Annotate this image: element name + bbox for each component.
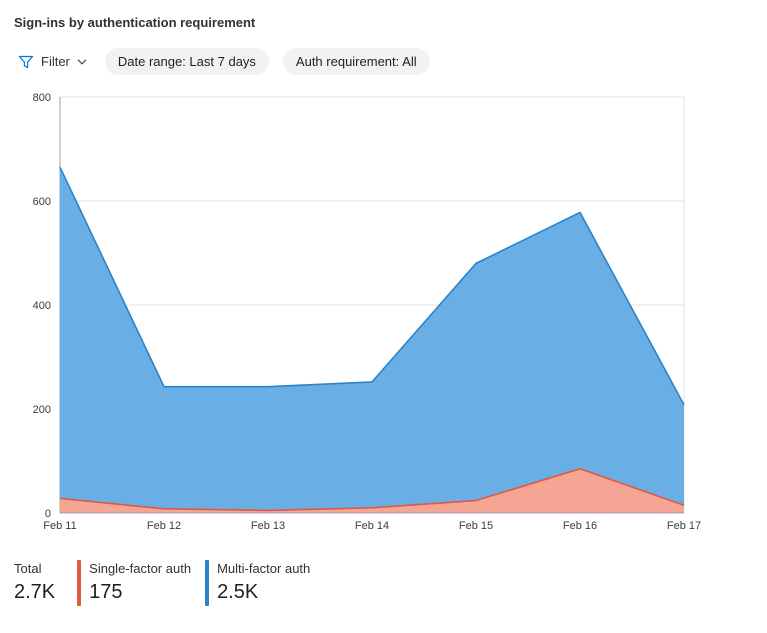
legend-multi-factor-label: Multi-factor auth <box>217 561 311 576</box>
svg-text:800: 800 <box>33 92 51 104</box>
svg-text:0: 0 <box>45 508 51 520</box>
legend-multi-factor[interactable]: Multi-factor auth 2.5K <box>205 560 310 606</box>
svg-text:Feb 13: Feb 13 <box>251 520 285 532</box>
svg-text:Feb 14: Feb 14 <box>355 520 389 532</box>
date-range-chip-label: Date range: Last 7 days <box>117 54 256 69</box>
auth-requirement-chip[interactable]: Auth requirement: All <box>282 48 430 75</box>
date-range-chip[interactable]: Date range: Last 7 days <box>104 48 269 75</box>
single-factor-color-bar <box>77 560 82 606</box>
legend-single-factor-value: 175 <box>89 581 123 603</box>
svg-text:400: 400 <box>33 300 51 312</box>
svg-text:Feb 11: Feb 11 <box>43 520 76 532</box>
legend-single-factor-label: Single-factor auth <box>89 561 192 576</box>
filter-button[interactable]: Filter <box>14 52 91 72</box>
svg-text:200: 200 <box>33 404 51 416</box>
signin-area-chart: 0 200 400 600 800 Feb 11 Feb 12 Feb 13 Feb 14 Feb… <box>33 92 701 532</box>
filter-button-label: Filter <box>41 54 70 69</box>
legend-total-label: Total <box>14 561 42 576</box>
svg-text:Feb 16: Feb 16 <box>563 520 597 532</box>
chart-area: 0 200 400 600 800 Feb 11 Feb 12 Feb 13 Feb 14 Feb… <box>0 87 767 542</box>
chevron-down-icon <box>77 58 87 65</box>
signins-panel: Sign-ins by authentication requirement F… <box>0 14 767 633</box>
multi-factor-color-bar <box>205 560 210 606</box>
legend-single-factor[interactable]: Single-factor auth 175 <box>77 560 191 606</box>
funnel-icon <box>18 55 34 68</box>
svg-text:Feb 15: Feb 15 <box>459 520 493 532</box>
legend-total-value: 2.7K <box>14 581 56 603</box>
legend-multi-factor-value: 2.5K <box>217 581 259 603</box>
filter-row: Filter Date range: Last 7 days Auth requ… <box>14 48 767 75</box>
legend-total[interactable]: Total 2.7K <box>14 560 55 606</box>
auth-requirement-chip-label: Auth requirement: All <box>295 54 417 69</box>
svg-text:Feb 12: Feb 12 <box>147 520 181 532</box>
chart-legend: Total 2.7K Single-factor auth 175 Multi-… <box>14 560 767 606</box>
svg-text:600: 600 <box>33 196 51 208</box>
page-title: Sign-ins by authentication requirement <box>14 15 256 30</box>
svg-text:Feb 17: Feb 17 <box>667 520 701 532</box>
